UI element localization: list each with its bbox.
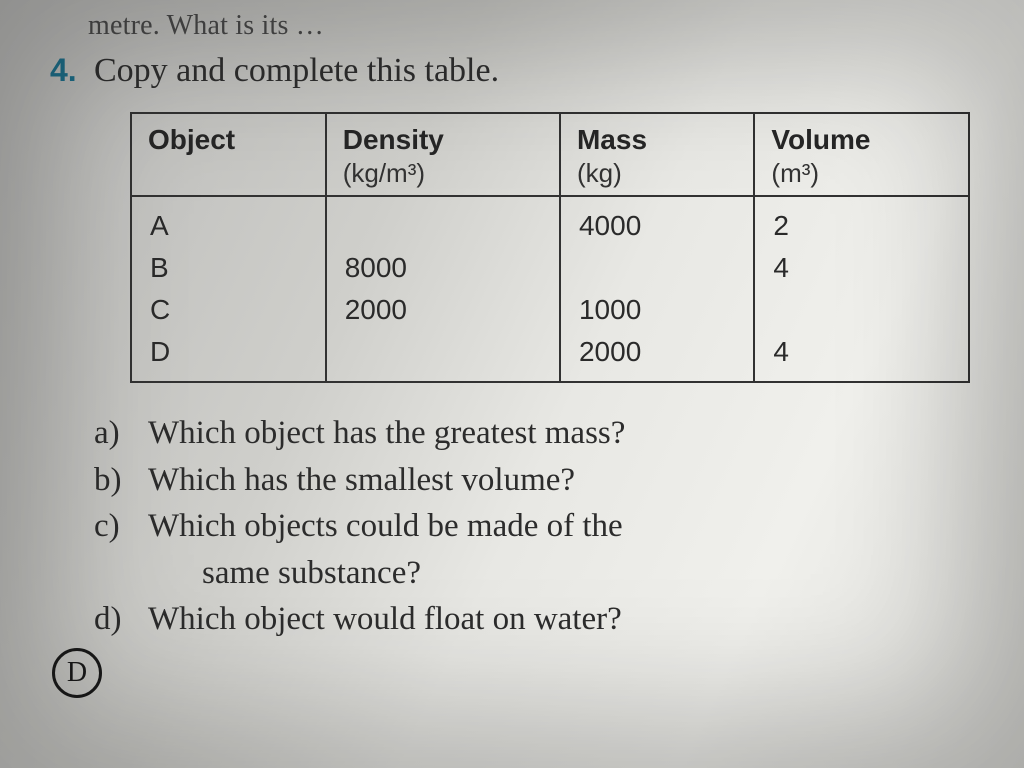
page-content: metre. What is its … 4. Copy and complet…: [40, 0, 970, 644]
col-volume-label: Volume: [771, 124, 870, 155]
table-body-row: A B C D 8000 2000 4000 1000 2000: [131, 196, 969, 382]
obj-d: D: [150, 331, 307, 373]
density-d: [345, 331, 541, 373]
volume-d: 4: [773, 331, 950, 373]
question-text: Copy and complete this table.: [94, 52, 499, 90]
handwritten-d-label: D: [67, 657, 87, 689]
cell-densities: 8000 2000: [326, 196, 560, 382]
mass-c: 1000: [579, 289, 735, 331]
col-object-unit: [148, 158, 307, 189]
previous-question-cutoff: metre. What is its …: [88, 10, 970, 42]
volume-a: 2: [773, 205, 950, 247]
obj-b: B: [150, 247, 307, 289]
subq-a-letter: a): [94, 411, 138, 456]
density-a: [345, 205, 541, 247]
subq-d: d) Which object would float on water?: [94, 597, 970, 642]
col-object: Object: [131, 113, 326, 196]
subq-a-text: Which object has the greatest mass?: [148, 411, 625, 456]
col-volume: Volume (m³): [754, 113, 969, 196]
col-mass-label: Mass: [577, 124, 647, 155]
subq-c-cont-text: same substance?: [202, 551, 421, 596]
subq-b-text: Which has the smallest volume?: [148, 458, 575, 503]
col-object-label: Object: [148, 124, 235, 155]
cell-masses: 4000 1000 2000: [560, 196, 754, 382]
subq-d-text: Which object would float on water?: [148, 597, 622, 642]
obj-c: C: [150, 289, 307, 331]
subq-a: a) Which object has the greatest mass?: [94, 411, 970, 456]
volume-c: [773, 289, 950, 331]
density-table: Object Density (kg/m³) Mass (kg) Volume …: [130, 112, 970, 383]
subq-b-letter: b): [94, 458, 138, 503]
density-b: 8000: [345, 247, 541, 289]
col-density-label: Density: [343, 124, 444, 155]
subq-c-text: Which objects could be made of the: [148, 504, 623, 549]
obj-a: A: [150, 205, 307, 247]
question-number: 4.: [50, 52, 80, 89]
col-density: Density (kg/m³): [326, 113, 560, 196]
cell-objects: A B C D: [131, 196, 326, 382]
subq-c-cont: same substance?: [94, 551, 970, 596]
mass-b: [579, 247, 735, 289]
question-row: 4. Copy and complete this table.: [50, 52, 970, 90]
mass-d: 2000: [579, 331, 735, 373]
table-header-row: Object Density (kg/m³) Mass (kg) Volume …: [131, 113, 969, 196]
mass-a: 4000: [579, 205, 735, 247]
volume-b: 4: [773, 247, 950, 289]
subq-b: b) Which has the smallest volume?: [94, 458, 970, 503]
handwritten-circle-d: D: [52, 648, 102, 698]
subq-c: c) Which objects could be made of the: [94, 504, 970, 549]
density-c: 2000: [345, 289, 541, 331]
col-density-unit: (kg/m³): [343, 158, 541, 189]
subq-d-letter: d): [94, 597, 138, 642]
subq-c-letter: c): [94, 504, 138, 549]
cell-volumes: 2 4 4: [754, 196, 969, 382]
col-volume-unit: (m³): [771, 158, 950, 189]
col-mass: Mass (kg): [560, 113, 754, 196]
col-mass-unit: (kg): [577, 158, 735, 189]
subquestion-list: a) Which object has the greatest mass? b…: [94, 411, 970, 642]
